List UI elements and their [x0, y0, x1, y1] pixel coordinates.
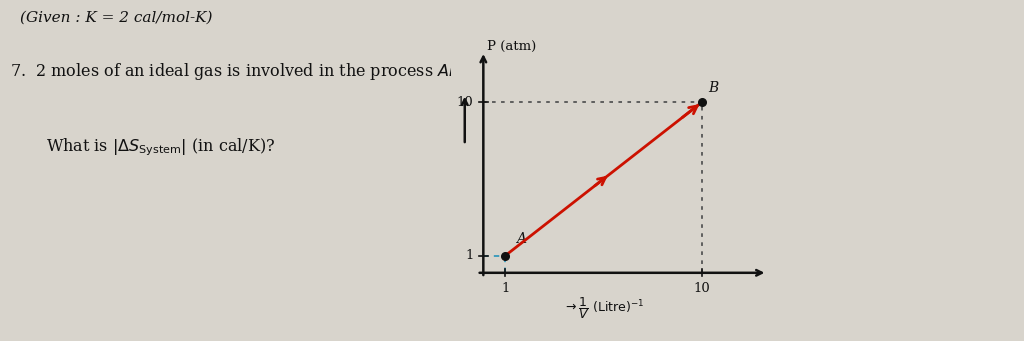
Text: 10: 10 — [693, 282, 711, 295]
Text: P (atm): P (atm) — [486, 40, 536, 53]
Text: 1: 1 — [465, 249, 473, 262]
Text: 7.  2 moles of an ideal gas is involved in the process $AB$ as shown in the diag: 7. 2 moles of an ideal gas is involved i… — [10, 61, 670, 83]
Text: $\rightarrow \dfrac{1}{V}\ \mathrm{(Litre)^{-1}}$: $\rightarrow \dfrac{1}{V}\ \mathrm{(Litr… — [562, 295, 644, 321]
Text: B: B — [709, 81, 719, 95]
Text: What is $|\Delta S_{\mathrm{System}}|$ (in cal/K)?: What is $|\Delta S_{\mathrm{System}}|$ (… — [46, 136, 275, 158]
Text: A: A — [516, 232, 526, 246]
Text: 10: 10 — [457, 96, 473, 109]
Text: 1: 1 — [501, 282, 509, 295]
Text: (Given : K = 2 cal/mol-K): (Given : K = 2 cal/mol-K) — [20, 10, 213, 24]
